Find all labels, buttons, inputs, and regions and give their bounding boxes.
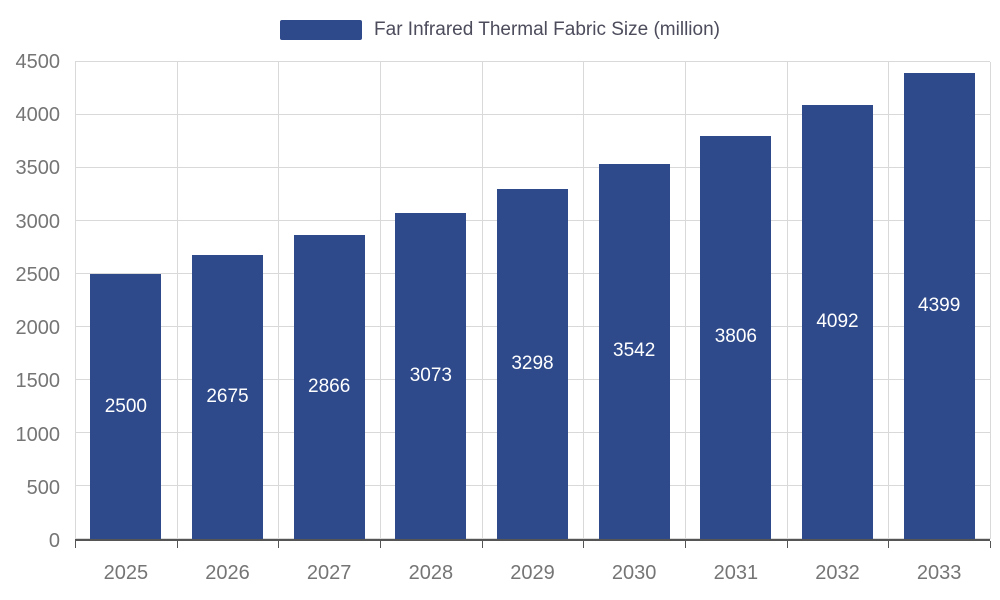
y-axis: 0 500 1000 1500 2000 2500 3000 3500 4000 4500	[0, 52, 68, 551]
bar[interactable]: 4399	[903, 72, 975, 539]
x-axis-tick-label: 2026	[205, 562, 250, 584]
bar-value-label: 3806	[714, 326, 757, 348]
bar-value-label: 2500	[104, 395, 147, 417]
x-axis-tick-label: 2027	[306, 562, 352, 584]
y-axis-tick-label: 3000	[15, 210, 61, 233]
bar-value-label: 2675	[206, 386, 249, 408]
x-axis-tick-mark	[481, 541, 483, 548]
x-axis-tick-mark	[888, 541, 890, 548]
legend-label: Far Infrared Thermal Fabric Size (millio…	[374, 19, 720, 40]
y-axis-tick-label: 500	[26, 476, 60, 499]
x-axis-tick-mark	[379, 541, 381, 548]
y-axis-tick-label: 4000	[15, 104, 61, 127]
gridline-vertical	[278, 62, 280, 539]
x-axis-tick-mark	[990, 541, 991, 548]
bar-value-label: 2866	[308, 376, 351, 398]
gridline-vertical	[481, 62, 483, 539]
x-axis-tick-mark	[684, 541, 686, 548]
legend-swatch	[280, 20, 363, 40]
bar[interactable]: 2866	[293, 235, 365, 539]
bar-value-label: 3298	[511, 353, 554, 375]
x-axis-tick-label: 2029	[510, 562, 555, 584]
x-axis-tick-label: 2032	[815, 562, 860, 584]
x-axis-tick-mark	[786, 541, 788, 548]
bar[interactable]: 3542	[598, 163, 670, 539]
bar[interactable]: 3806	[700, 135, 772, 539]
bar-value-label: 4399	[918, 294, 961, 316]
x-axis-ticks	[75, 541, 991, 549]
x-axis-tick-mark	[75, 541, 76, 548]
gridline-horizontal	[75, 114, 990, 115]
x-axis-tick-label: 2033	[916, 562, 962, 584]
gridline-vertical	[379, 62, 381, 539]
gridline-vertical	[786, 62, 788, 539]
y-axis-tick-label: 1500	[15, 370, 61, 393]
x-axis: 2025 2026 2027 2028 2029 2030 2031 2032 2033	[75, 558, 990, 588]
gridline-horizontal	[75, 61, 990, 62]
gridline-vertical	[888, 62, 890, 539]
gridline-vertical	[583, 62, 585, 539]
bar-value-label: 3073	[409, 365, 452, 387]
plot-area: 2500 2675 2866 3073 3298 3542 3806 4092 4399	[75, 61, 991, 541]
bar[interactable]: 3298	[496, 189, 569, 539]
x-axis-tick-mark	[176, 541, 178, 548]
y-axis-tick-label: 0	[48, 530, 60, 552]
y-axis-tick-label: 2000	[15, 317, 61, 340]
gridline-vertical	[75, 62, 76, 539]
x-axis-tick-label: 2031	[713, 562, 759, 584]
y-axis-tick-label: 3500	[15, 157, 61, 180]
y-axis-tick-label: 1000	[15, 423, 61, 446]
y-axis-tick-label: 2500	[15, 263, 61, 286]
gridline-vertical	[176, 62, 178, 539]
x-axis-tick-mark	[583, 541, 585, 548]
x-axis-tick-mark	[278, 541, 280, 548]
bar[interactable]: 4092	[801, 105, 874, 539]
bar-value-label: 3542	[613, 340, 656, 362]
bar-value-label: 4092	[816, 311, 859, 333]
bar[interactable]: 2675	[191, 255, 264, 539]
gridline-vertical	[990, 62, 991, 539]
x-axis-tick-label: 2028	[408, 562, 454, 584]
bar[interactable]: 3073	[395, 213, 467, 539]
legend[interactable]: Far Infrared Thermal Fabric Size (millio…	[0, 16, 1000, 44]
x-axis-tick-label: 2030	[611, 562, 657, 584]
x-axis-tick-label: 2025	[103, 562, 149, 584]
gridline-vertical	[684, 62, 686, 539]
gridline-horizontal	[75, 167, 990, 168]
y-axis-tick-label: 4500	[15, 51, 61, 73]
bar[interactable]: 2500	[90, 274, 162, 539]
